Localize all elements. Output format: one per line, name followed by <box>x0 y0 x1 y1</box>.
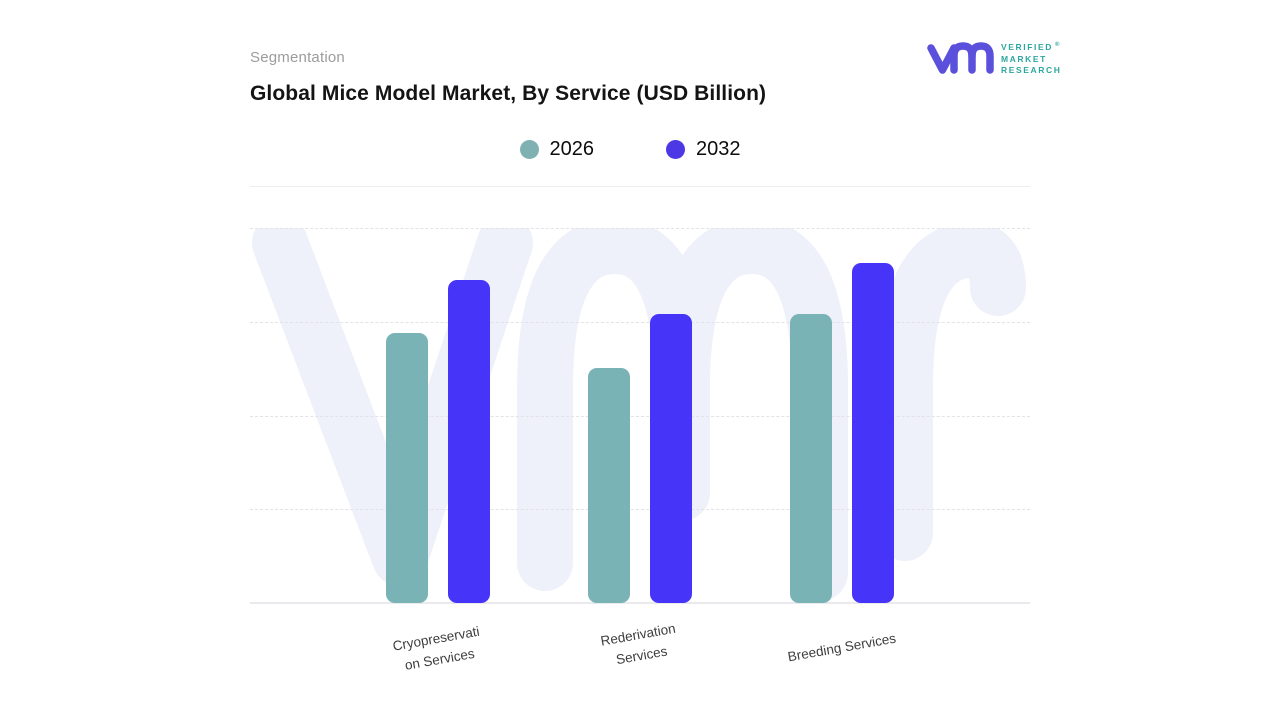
brand-logo[interactable]: VERIFIED ® MARKET RESEARCH <box>926 38 1062 78</box>
gridline <box>250 228 1030 229</box>
brand-line-2: MARKET <box>1001 53 1047 64</box>
legend-item-2032[interactable]: 2032 <box>666 138 741 161</box>
gridline <box>250 321 1030 323</box>
bar-2032-rederivation-services[interactable] <box>650 314 692 603</box>
bar-2026-cryopreservation-services[interactable] <box>386 333 428 603</box>
chart-title: Global Mice Model Market, By Service (US… <box>250 82 767 105</box>
brand-line-1: VERIFIED ® <box>1001 42 1060 53</box>
brand-line-3: RESEARCH <box>1001 65 1062 76</box>
x-axis-labels: Cryopreservati on Services Rederivation Ser… <box>250 621 1030 695</box>
x-axis-line <box>250 602 1030 604</box>
legend-dot-icon <box>666 139 685 159</box>
gridline <box>250 509 1030 511</box>
vm-monogram-icon <box>927 42 994 74</box>
legend-dot-icon <box>519 139 539 159</box>
eyebrow-label: Segmentation <box>250 49 345 66</box>
registered-mark: ® <box>1055 42 1060 49</box>
header-divider <box>250 186 1030 187</box>
plot-area: Cryopreservati on Services Rederivation Ser… <box>250 228 1030 673</box>
legend-label: 2026 <box>549 137 595 160</box>
bar-2026-breeding-services[interactable] <box>790 314 832 603</box>
brand-wordmark: VERIFIED ® MARKET RESEARCH <box>1001 40 1062 76</box>
bar-2032-breeding-services[interactable] <box>852 262 894 603</box>
gridline <box>250 415 1030 417</box>
category-label-rederivation-services: Rederivation Services <box>599 620 677 668</box>
legend-item-2026[interactable]: 2026 <box>519 137 595 161</box>
category-label-breeding-services: Breeding Services <box>786 630 898 665</box>
category-label-cryopreservation-services: Cryopreservati on Services <box>391 623 481 673</box>
bar-2026-rederivation-services[interactable] <box>588 367 630 603</box>
legend-label: 2032 <box>696 137 741 160</box>
legend: 2026 2032 <box>250 136 1010 162</box>
bar-2032-cryopreservation-services[interactable] <box>448 279 490 603</box>
